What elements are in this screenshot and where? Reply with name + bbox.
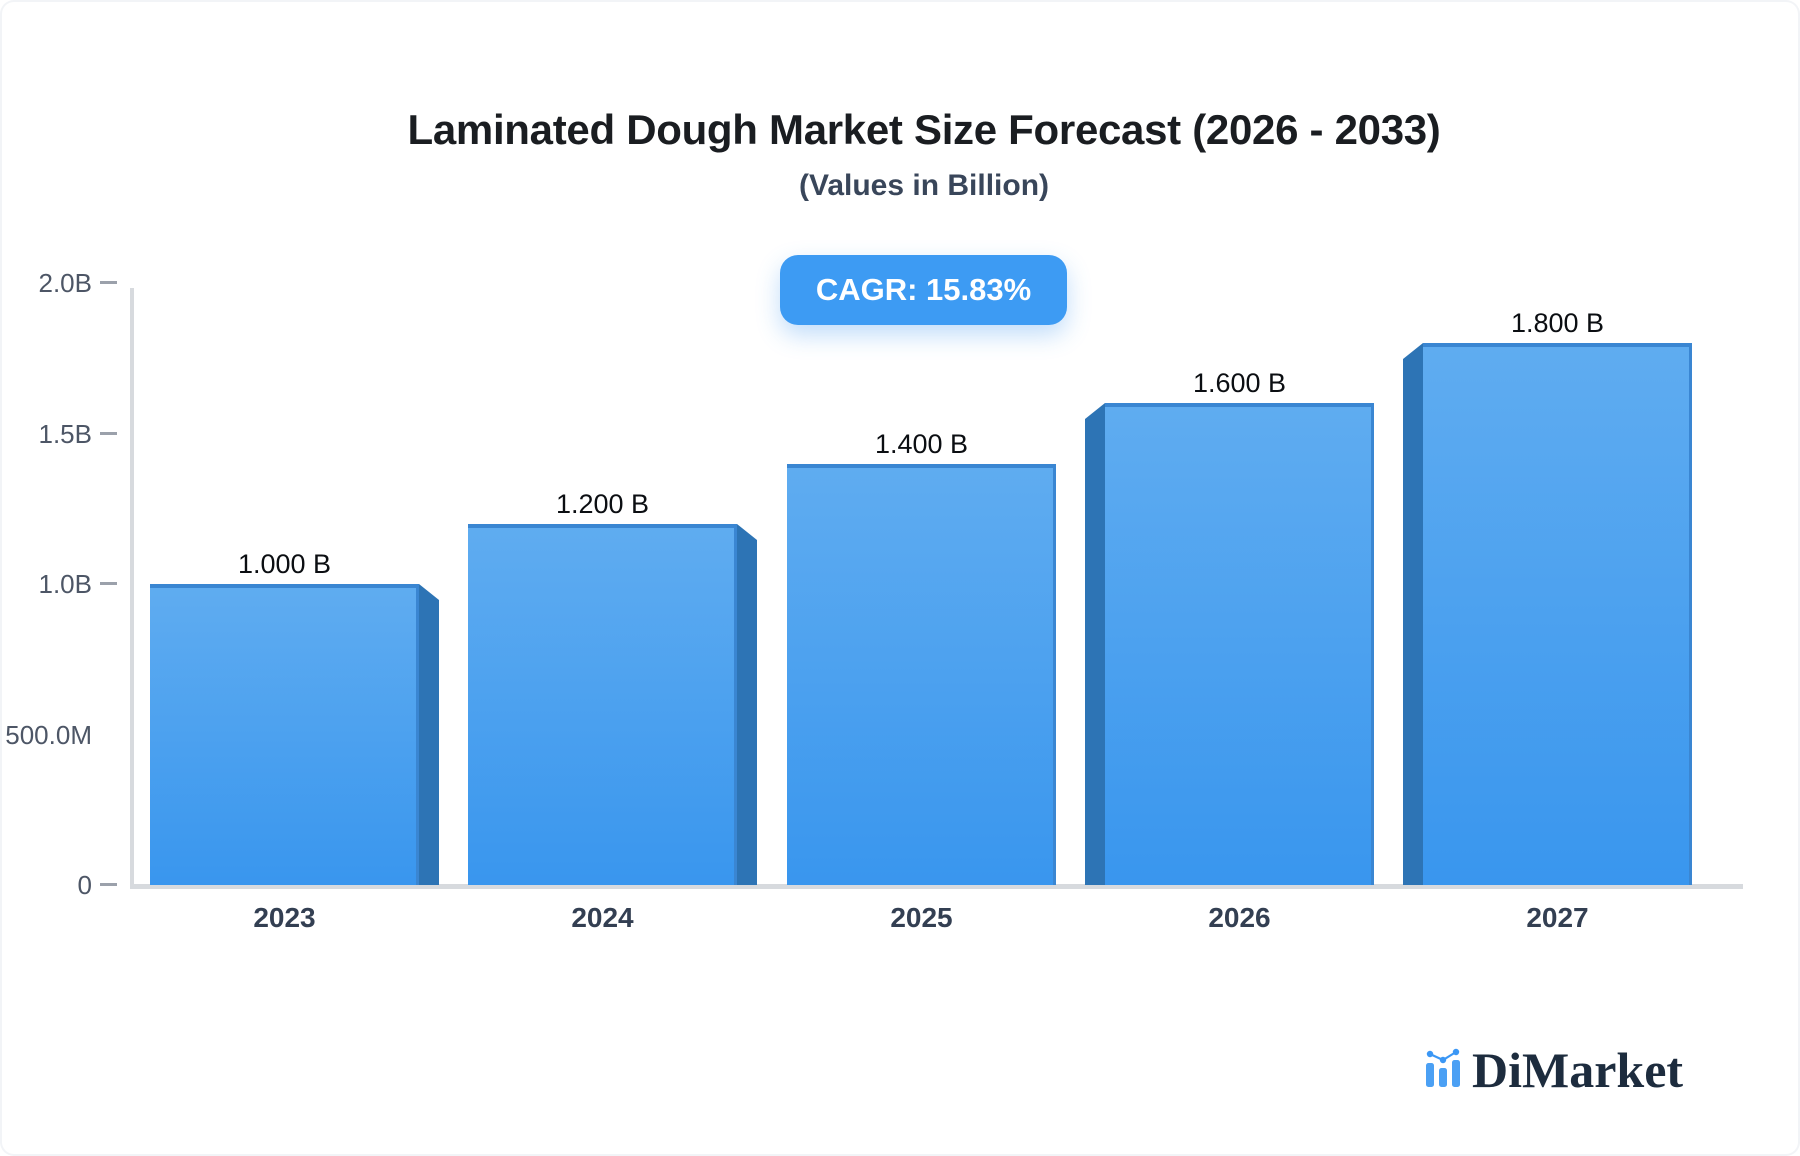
- x-axis-baseline: [130, 884, 1743, 889]
- bar-2027: [1423, 343, 1692, 885]
- brand-logo: DiMarket: [1423, 1045, 1683, 1095]
- chart-subtitle: (Values in Billion): [798, 169, 1050, 202]
- bar-value-label-2025: 1.400 B: [874, 429, 969, 459]
- bar-side-2023: [419, 584, 439, 885]
- bar-2024: [468, 524, 737, 885]
- y-tick-dash-1.5B: [100, 432, 117, 435]
- bar-value-label-2027: 1.800 B: [1510, 308, 1605, 338]
- y-tick-label-500.0M: 500.0M: [5, 720, 92, 750]
- bar-line-chart-icon: [1426, 1048, 1460, 1087]
- x-axis-label-2025: 2025: [890, 902, 953, 933]
- brand-name: DiMarket: [1472, 1042, 1684, 1098]
- bar-2025: [787, 464, 1056, 885]
- y-axis-line: [130, 288, 134, 889]
- y-tick-dash-0: [100, 883, 117, 886]
- y-tick-dash-1.0B: [100, 582, 117, 585]
- y-tick-dash-2.0B: [100, 281, 117, 284]
- bar-value-label-2024: 1.200 B: [555, 489, 650, 519]
- bar-value-label-2026: 1.600 B: [1192, 368, 1287, 398]
- x-axis-label-2023: 2023: [253, 902, 316, 933]
- bar-2023: [150, 584, 419, 885]
- x-axis-label-2026: 2026: [1208, 902, 1271, 933]
- chart-title: Laminated Dough Market Size Forecast (20…: [407, 106, 1441, 153]
- y-tick-label-2.0B: 2.0B: [38, 268, 93, 298]
- x-axis-label-2024: 2024: [571, 902, 634, 933]
- y-tick-label-1.0B: 1.0B: [38, 569, 93, 599]
- bar-2026: [1105, 403, 1374, 885]
- bar-side-2026: [1085, 403, 1105, 885]
- cagr-badge: CAGR: 15.83%: [780, 255, 1067, 325]
- y-tick-label-1.5B: 1.5B: [38, 419, 93, 449]
- x-axis-label-2027: 2027: [1526, 902, 1589, 933]
- bar-side-2024: [737, 524, 757, 885]
- bar-value-label-2023: 1.000 B: [237, 549, 332, 579]
- y-tick-label-0: 0: [77, 870, 92, 900]
- bar-side-2027: [1403, 343, 1423, 885]
